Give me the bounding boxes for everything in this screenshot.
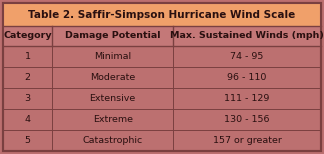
Text: Max. Sustained Winds (mph): Max. Sustained Winds (mph) <box>170 32 324 41</box>
Text: Moderate: Moderate <box>90 73 135 82</box>
Text: Minimal: Minimal <box>94 52 131 61</box>
Text: 96 - 110: 96 - 110 <box>227 73 267 82</box>
Bar <box>3 26 321 46</box>
Text: 1: 1 <box>25 52 31 61</box>
Text: Extreme: Extreme <box>93 115 133 124</box>
Text: 130 - 156: 130 - 156 <box>224 115 270 124</box>
Text: Extensive: Extensive <box>89 94 136 103</box>
Text: Table 2. Saffir-Simpson Hurricane Wind Scale: Table 2. Saffir-Simpson Hurricane Wind S… <box>29 10 295 20</box>
Text: 4: 4 <box>25 115 31 124</box>
Text: Category: Category <box>3 32 52 41</box>
Bar <box>3 3 321 26</box>
Text: 111 - 129: 111 - 129 <box>225 94 270 103</box>
Text: 74 - 95: 74 - 95 <box>230 52 264 61</box>
Text: 157 or greater: 157 or greater <box>213 136 282 145</box>
Text: 5: 5 <box>25 136 31 145</box>
Text: 3: 3 <box>25 94 31 103</box>
Text: Catastrophic: Catastrophic <box>83 136 143 145</box>
Text: 2: 2 <box>25 73 31 82</box>
Text: Damage Potential: Damage Potential <box>65 32 160 41</box>
